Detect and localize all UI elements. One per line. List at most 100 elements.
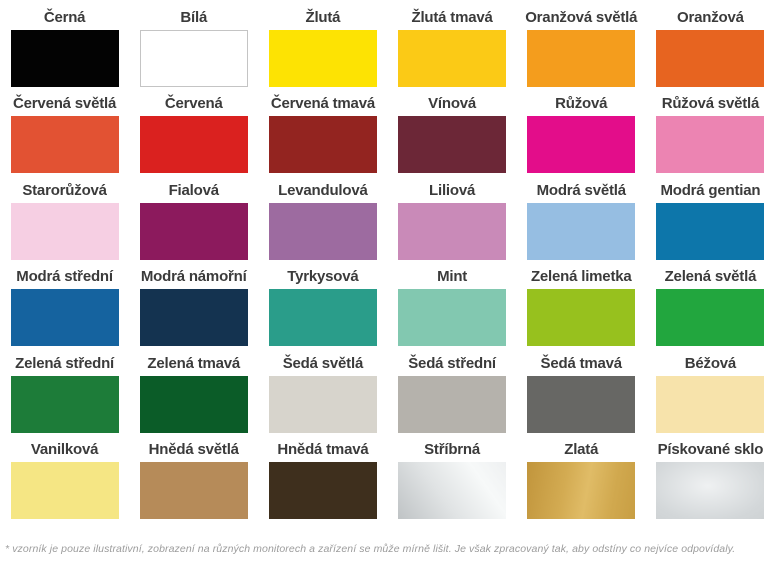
color-swatch <box>139 30 248 87</box>
color-swatch-cell: Žlutá <box>258 2 387 88</box>
color-swatch <box>10 30 119 87</box>
color-label: Vínová <box>428 95 477 113</box>
color-swatch-cell: Liliová <box>388 175 517 261</box>
color-label: Červená tmavá <box>270 95 375 113</box>
color-swatch <box>398 375 507 433</box>
color-label: Červená <box>164 95 223 113</box>
color-swatch-cell: Zelená střední <box>0 348 129 434</box>
color-label: Modrá světlá <box>536 181 627 199</box>
color-swatch-cell: Stříbrná <box>388 434 517 520</box>
color-label: Levandulová <box>278 181 368 199</box>
color-label: Šedá tmavá <box>540 354 623 372</box>
color-swatch-cell: Zlatá <box>517 434 646 520</box>
color-swatch-cell: Žlutá tmavá <box>388 2 517 88</box>
color-swatch <box>398 289 507 347</box>
color-swatch-cell: Šedá střední <box>388 348 517 434</box>
color-swatch <box>527 375 636 433</box>
color-swatch <box>656 116 765 174</box>
color-swatch <box>527 289 636 347</box>
color-swatch <box>10 375 119 433</box>
color-swatch <box>139 202 248 260</box>
color-swatch <box>656 375 765 433</box>
color-swatch-cell: Červená <box>129 88 258 174</box>
color-swatch <box>527 202 636 260</box>
color-swatch <box>268 375 377 433</box>
color-swatch-cell: Béžová <box>646 348 775 434</box>
color-swatch <box>656 461 765 519</box>
color-swatch <box>398 116 507 174</box>
color-label: Fialová <box>168 181 219 199</box>
color-swatch-cell: Modrá světlá <box>517 175 646 261</box>
color-swatch <box>656 30 765 87</box>
color-label: Žlutá tmavá <box>411 9 493 26</box>
color-label: Pískované sklo <box>657 440 764 458</box>
color-label: Zelená limetka <box>530 268 632 286</box>
color-swatch <box>656 202 765 260</box>
color-swatch-cell: Pískované sklo <box>646 434 775 520</box>
color-swatch-cell: Oranžová <box>646 2 775 88</box>
color-swatch-cell: Modrá střední <box>0 261 129 347</box>
color-swatch <box>10 116 119 174</box>
color-label: Oranžová světlá <box>525 9 638 26</box>
color-label: Hnědá světlá <box>148 440 239 458</box>
color-swatch <box>268 289 377 347</box>
color-swatch <box>398 30 507 87</box>
color-swatch-cell: Fialová <box>129 175 258 261</box>
color-label: Bílá <box>180 9 208 26</box>
color-swatch-cell: Červená tmavá <box>258 88 387 174</box>
color-swatch-cell: Hnědá světlá <box>129 434 258 520</box>
color-label: Modrá gentian <box>660 181 761 199</box>
color-label: Růžová světlá <box>661 95 760 113</box>
color-label: Modrá střední <box>16 268 113 286</box>
color-swatch-cell: Šedá tmavá <box>517 348 646 434</box>
color-label: Zelená tmavá <box>147 354 241 372</box>
color-label: Červená světlá <box>13 95 117 113</box>
color-swatch <box>268 461 377 519</box>
color-swatch-cell: Hnědá tmavá <box>258 434 387 520</box>
color-label: Mint <box>437 268 468 286</box>
color-swatch-cell: Modrá námořní <box>129 261 258 347</box>
color-label: Zelená střední <box>15 354 115 372</box>
color-swatch <box>268 116 377 174</box>
color-label: Žlutá <box>305 9 341 26</box>
color-swatch-cell: Vínová <box>388 88 517 174</box>
color-label: Růžová <box>555 95 608 113</box>
disclaimer-footnote: * vzorník je pouze ilustrativní, zobraze… <box>5 543 736 556</box>
color-swatch-cell: Vanilková <box>0 434 129 520</box>
color-swatch <box>139 375 248 433</box>
color-swatch-cell: Šedá světlá <box>258 348 387 434</box>
color-label: Šedá světlá <box>282 354 364 372</box>
color-swatch <box>527 116 636 174</box>
color-label: Zelená světlá <box>664 268 757 286</box>
color-swatch-cell: Oranžová světlá <box>517 2 646 88</box>
color-swatch-cell: Levandulová <box>258 175 387 261</box>
color-swatch-cell: Mint <box>388 261 517 347</box>
color-swatch-cell: Zelená limetka <box>517 261 646 347</box>
color-label: Vanilková <box>30 440 99 458</box>
color-label: Béžová <box>684 354 737 372</box>
color-swatch <box>268 30 377 87</box>
color-label: Černá <box>43 9 86 26</box>
color-swatch <box>268 202 377 260</box>
color-label: Oranžová <box>677 9 744 26</box>
color-label: Stříbrná <box>424 440 481 458</box>
color-swatch-cell: Růžová světlá <box>646 88 775 174</box>
color-swatch <box>398 202 507 260</box>
color-swatch <box>527 461 636 519</box>
color-swatch-cell: Černá <box>0 2 129 88</box>
color-swatch-cell: Červená světlá <box>0 88 129 174</box>
color-swatch <box>139 461 248 519</box>
color-label: Modrá námořní <box>140 268 247 286</box>
color-label: Liliová <box>429 181 476 199</box>
color-swatch-cell: Modrá gentian <box>646 175 775 261</box>
color-swatch <box>10 289 119 347</box>
color-swatch-cell: Starorůžová <box>0 175 129 261</box>
color-label: Tyrkysová <box>287 268 359 286</box>
color-swatch <box>10 202 119 260</box>
color-swatch-cell: Tyrkysová <box>258 261 387 347</box>
color-swatch <box>398 461 507 519</box>
color-label: Starorůžová <box>22 181 107 199</box>
color-swatch <box>139 116 248 174</box>
color-swatch-grid: Černá Bílá Žlutá Žlutá tmavá Oranžová světlá… <box>0 2 775 520</box>
color-swatch-cell: Bílá <box>129 2 258 88</box>
